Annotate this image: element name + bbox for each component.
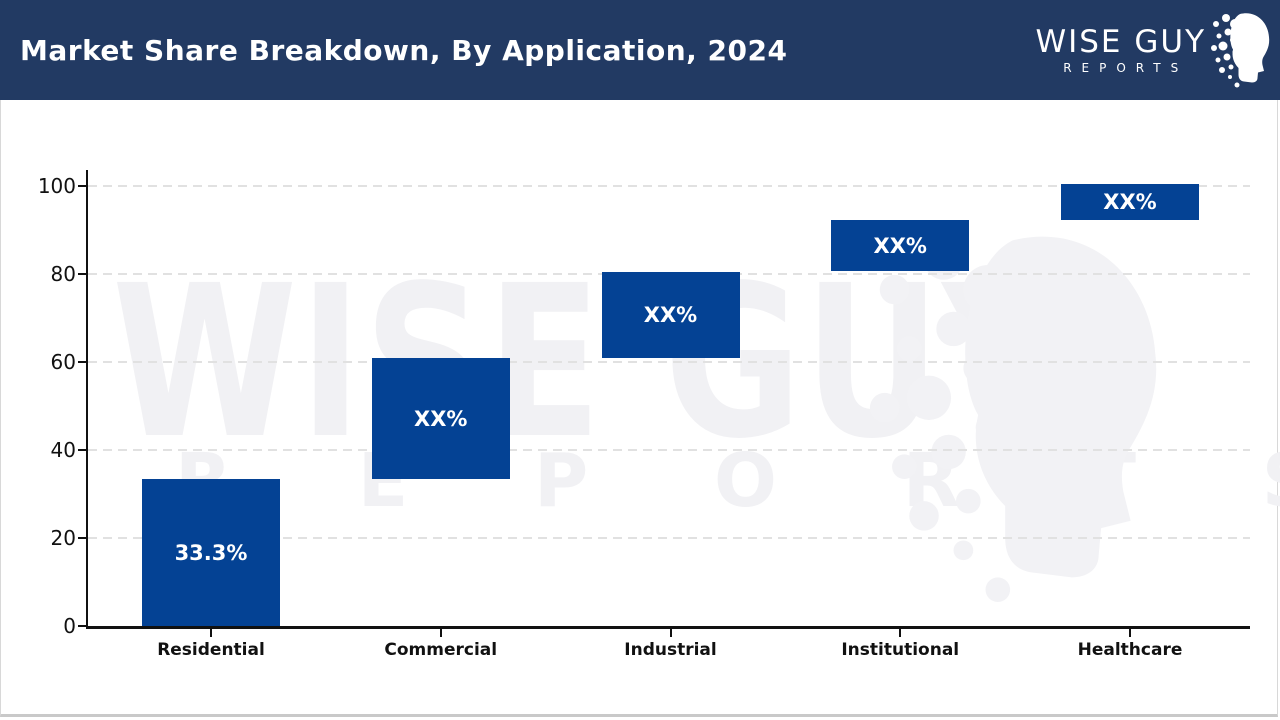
x-tick xyxy=(210,629,212,637)
x-category-label: Institutional xyxy=(841,640,960,660)
bar: 33.3% xyxy=(142,479,280,626)
grid-line xyxy=(88,185,1250,187)
grid-line xyxy=(88,361,1250,363)
y-tick-label: 40 xyxy=(50,438,76,462)
y-tick-label: 60 xyxy=(50,350,76,374)
y-tick-label: 80 xyxy=(50,262,76,286)
y-tick-label: 20 xyxy=(50,526,76,550)
y-tick xyxy=(78,361,88,363)
x-tick xyxy=(439,629,442,637)
y-tick xyxy=(78,273,88,275)
y-tick-label: 100 xyxy=(37,174,76,198)
bar: XX% xyxy=(831,219,970,272)
logo-text: WISE GUY REPORTS xyxy=(1035,23,1206,75)
bar: XX% xyxy=(371,358,510,480)
bar: XX% xyxy=(1061,184,1199,220)
bar-value-label: XX% xyxy=(1103,190,1157,215)
x-category-label: Commercial xyxy=(384,640,498,660)
x-axis-line xyxy=(86,626,1250,629)
y-tick-label: 0 xyxy=(63,614,76,638)
bar: XX% xyxy=(601,272,740,358)
logo-face-icon xyxy=(1211,13,1270,88)
header-bar: Market Share Breakdown, By Application, … xyxy=(0,0,1280,100)
x-tick xyxy=(669,629,672,637)
y-tick xyxy=(78,185,88,187)
bar-value-label: XX% xyxy=(414,406,468,431)
x-category-label: Healthcare xyxy=(1077,640,1183,660)
x-tick xyxy=(899,629,902,637)
logo-wordmark: WISE GUY xyxy=(1035,23,1206,60)
bar-value-label: 33.3% xyxy=(174,540,248,565)
grid-line xyxy=(88,449,1250,451)
grid-line xyxy=(88,537,1250,539)
y-axis-line xyxy=(86,170,88,626)
x-category-label: Residential xyxy=(157,640,265,660)
logo-subtitle: REPORTS xyxy=(1063,60,1189,75)
wise-guy-reports-logo: WISE GUY REPORTS xyxy=(1035,10,1280,90)
x-tick xyxy=(1129,629,1131,637)
bar-value-label: XX% xyxy=(643,302,698,327)
bar-value-label: XX% xyxy=(873,233,927,258)
page-title: Market Share Breakdown, By Application, … xyxy=(20,33,788,67)
y-tick xyxy=(78,625,88,627)
x-category-label: Industrial xyxy=(624,640,717,660)
y-tick xyxy=(78,537,88,539)
y-tick xyxy=(78,449,88,451)
